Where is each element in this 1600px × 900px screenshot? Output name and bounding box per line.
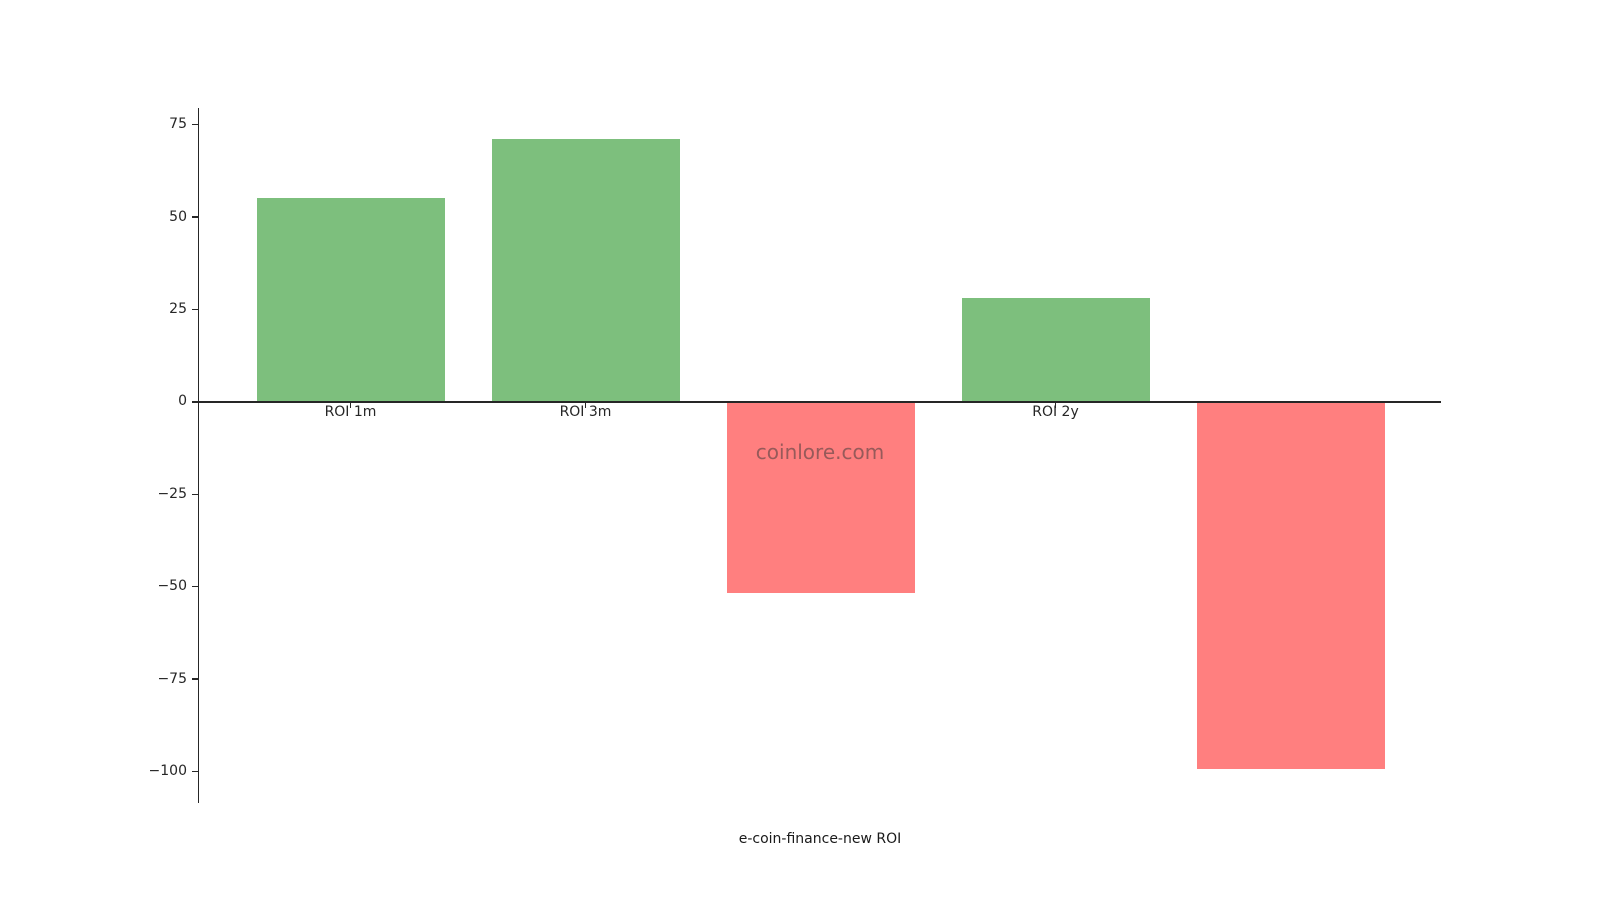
y-tick-mark — [191, 493, 198, 496]
y-tick-label: 0 — [178, 393, 187, 410]
bar-roi-5 — [1196, 401, 1385, 770]
y-tick-mark — [191, 308, 198, 311]
y-tick-mark — [191, 401, 198, 403]
x-tick-label: ROI 3m — [559, 403, 612, 420]
y-tick-mark — [191, 585, 198, 588]
x-tick-mark — [349, 401, 352, 408]
bar-roi-1m — [256, 198, 445, 402]
y-tick-label: −100 — [148, 763, 187, 780]
bar-roi-2y — [961, 298, 1150, 402]
y-tick-mark — [191, 678, 198, 680]
x-axis-title: e-coin-finance-new ROI — [738, 831, 902, 847]
x-tick-label: ROI 2y — [1032, 403, 1079, 420]
zero-line — [199, 401, 1441, 403]
y-tick-label: −50 — [157, 578, 187, 595]
bar-roi-3m — [491, 139, 680, 402]
y-tick-mark — [191, 216, 198, 218]
y-tick-label: 50 — [169, 208, 187, 225]
y-tick-mark — [191, 770, 198, 773]
y-tick-label: −25 — [157, 485, 187, 502]
x-tick-label: ROI 1m — [324, 403, 377, 420]
x-tick-mark — [584, 401, 587, 408]
y-tick-label: −75 — [157, 670, 187, 687]
y-tick-label: 25 — [169, 300, 187, 317]
y-tick-mark — [191, 123, 198, 126]
y-tick-label: 75 — [169, 116, 187, 133]
y-axis-spine — [197, 108, 199, 803]
bar-roi-3 — [726, 401, 915, 594]
x-tick-mark — [1054, 401, 1057, 408]
